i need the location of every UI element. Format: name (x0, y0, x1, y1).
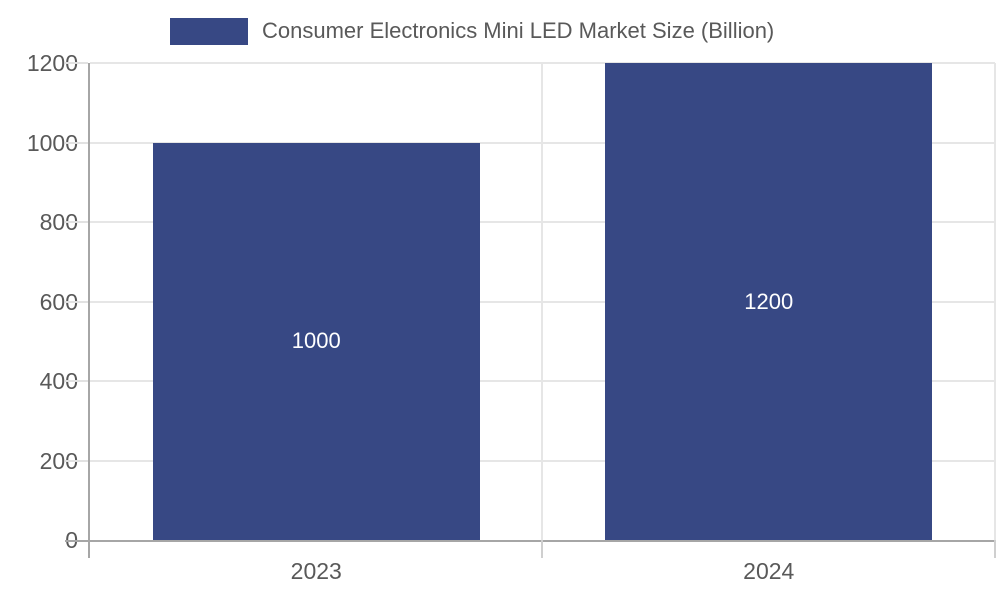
bar-2023: 1000 (152, 142, 480, 540)
y-tick-mark (65, 221, 88, 223)
y-tick-mark (65, 540, 88, 542)
x-tick-mark (993, 540, 996, 558)
x-tick-mark (541, 540, 543, 558)
gridline (541, 63, 543, 540)
bar-value-label: 1000 (291, 328, 341, 354)
legend-label: Consumer Electronics Mini LED Market Siz… (262, 18, 775, 43)
x-tick-mark (88, 540, 90, 558)
legend-item[interactable]: Consumer Electronics Mini LED Market Siz… (170, 16, 774, 46)
y-tick-mark (65, 141, 88, 144)
x-tick-label: 2024 (743, 558, 795, 584)
legend-swatch (170, 17, 248, 45)
x-tick-label: 2023 (290, 558, 342, 584)
plot-area: 1000 2023 1200 2024 (65, 62, 996, 584)
y-tick-mark (65, 300, 88, 303)
gridline (993, 63, 996, 540)
bar-value-label: 1200 (744, 288, 794, 314)
y-tick-mark (65, 380, 88, 382)
y-tick-mark (65, 62, 88, 64)
y-tick-mark (65, 459, 88, 462)
bar-2024: 1200 (605, 63, 933, 540)
